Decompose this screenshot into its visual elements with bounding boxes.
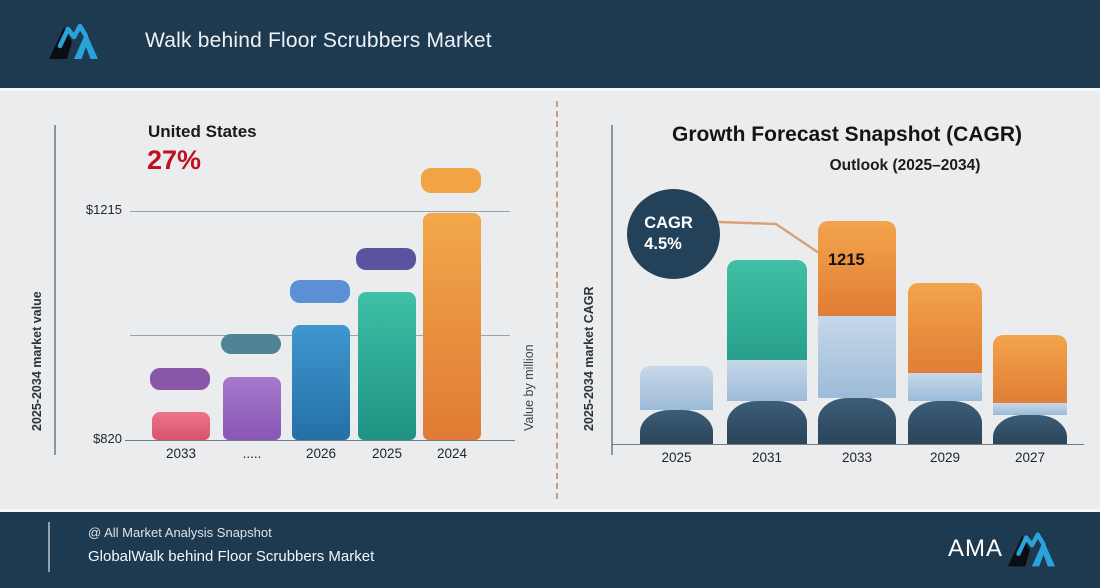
header-band: Walk behind Floor Scrubbers Market: [0, 0, 1100, 88]
float-segment-2026: [290, 280, 350, 303]
segment-light: [818, 316, 896, 398]
footer-ama-logo-icon: [1007, 532, 1056, 567]
float-segment-2024: [421, 168, 481, 193]
bar-2026: [292, 325, 350, 440]
right-chart-subtitle: Outlook (2025–2034): [829, 157, 981, 174]
footer-band: @ All Market Analysis Snapshot GlobalWal…: [0, 512, 1100, 588]
page-title: Walk behind Floor Scrubbers Market: [145, 29, 492, 52]
segment-light: [640, 366, 713, 410]
left-chart-right-axis-label: Value by million: [522, 344, 536, 431]
left-bar-chart: $1215 $820 2033..... 2026 2025 2024: [86, 153, 515, 461]
segment-navy: [993, 415, 1067, 444]
x-axis-line: [125, 440, 515, 441]
bar-2033: [152, 412, 210, 440]
float-segment-2033: [150, 368, 210, 390]
segment-orange: [993, 335, 1067, 403]
stacked-bar-2033: 1215: [818, 221, 896, 444]
footer-brand-text: AMA: [948, 535, 1004, 562]
panel-divider: [556, 101, 558, 499]
left-chart-y-axis-label: 2025-2034 market value: [30, 291, 44, 431]
footer-snapshot-text: @ All Market Analysis Snapshot: [88, 525, 272, 540]
float-segment-.....: [221, 334, 281, 354]
stacked-bar-2025: [640, 366, 713, 444]
left-chart-y-axis: [54, 125, 56, 455]
x-label-2027: 2027: [1014, 450, 1046, 465]
x-label-2026: 2026: [305, 446, 337, 461]
segment-light: [727, 360, 807, 401]
bar-2024: [423, 213, 481, 440]
right-chart-y-axis-label: 2025-2034 market CAGR: [582, 286, 596, 431]
bar-.....: [223, 377, 281, 440]
x-label-.....: .....: [242, 446, 262, 461]
region-growth-value: 27%: [147, 145, 202, 175]
footer-divider-line: [48, 522, 50, 572]
data-label-2033: 1215: [828, 251, 865, 269]
x-label-2024: 2024: [436, 446, 468, 461]
cagr-badge-value: 4.5%: [644, 235, 682, 253]
right-stacked-bar-chart: 2025 2031 1215 2033 2029 2027: [612, 213, 1084, 465]
segment-navy: [818, 398, 896, 444]
x-label-2025: 2025: [371, 446, 403, 461]
segment-light: [908, 373, 982, 401]
float-segment-2025: [356, 248, 416, 270]
x-label-2029: 2029: [929, 450, 961, 465]
footer-market-text: GlobalWalk behind Floor Scrubbers Market: [88, 548, 375, 565]
segment-navy: [640, 410, 713, 444]
segment-teal: [727, 260, 807, 360]
segment-navy: [727, 401, 807, 444]
ama-logo-icon: [49, 23, 98, 59]
right-chart-title: Growth Forecast Snapshot (CAGR): [671, 123, 1023, 146]
x-label-2033: 2033: [841, 450, 873, 465]
segment-navy: [908, 401, 982, 444]
x-label-2025: 2025: [661, 450, 692, 465]
main-panel: 2025-2034 market value Value by million …: [0, 88, 1100, 512]
cagr-connector-line: [717, 220, 823, 257]
right-chart-y-axis: [611, 125, 613, 455]
segment-orange: [818, 221, 896, 316]
x-label-2031: 2031: [751, 450, 783, 465]
stacked-bar-2027: [993, 335, 1067, 444]
cagr-badge-label: CAGR: [644, 213, 693, 232]
y-tick-top: $1215: [85, 202, 122, 217]
cagr-badge: CAGR 4.5%: [627, 189, 720, 279]
gridline-0: [130, 211, 510, 212]
region-label: United States: [148, 122, 257, 141]
bar-2025: [358, 292, 416, 440]
segment-orange: [908, 283, 982, 373]
x-axis-line: [612, 444, 1084, 445]
y-tick-bottom: $820: [93, 431, 122, 446]
x-label-2033: 2033: [165, 446, 197, 461]
segment-light: [993, 403, 1067, 415]
stacked-bar-2029: [908, 283, 982, 444]
stacked-bar-2031: [727, 260, 807, 444]
